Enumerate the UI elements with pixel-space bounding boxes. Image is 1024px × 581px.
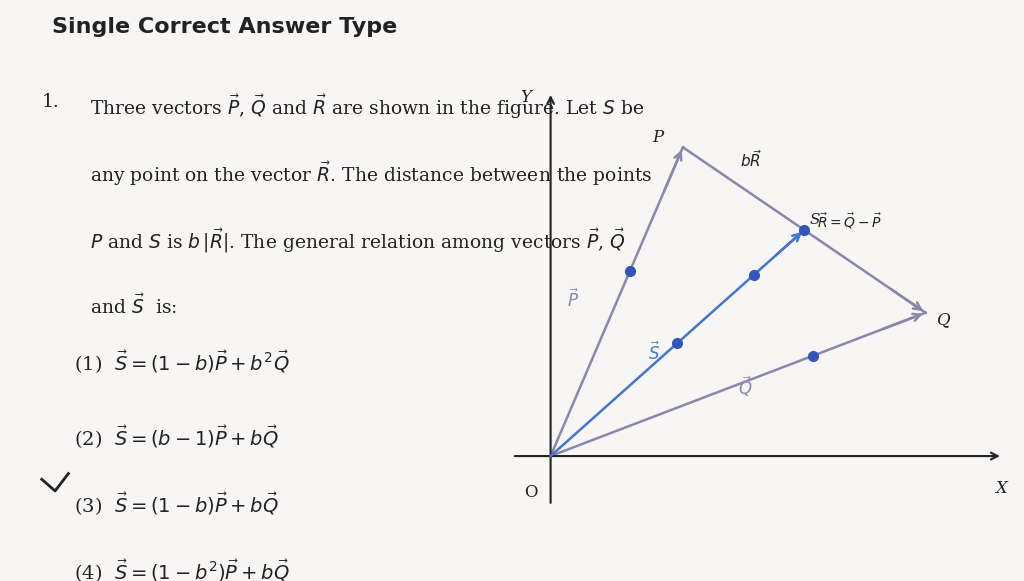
Text: (1)  $\vec{S} = (1-b)\vec{P} + b^2\vec{Q}$: (1) $\vec{S} = (1-b)\vec{P} + b^2\vec{Q}…: [74, 349, 290, 376]
Text: $b\vec{R}$: $b\vec{R}$: [740, 149, 763, 170]
Text: X: X: [994, 480, 1007, 497]
Text: $\vec{P}$: $\vec{P}$: [567, 289, 580, 311]
Text: O: O: [524, 483, 538, 501]
Text: Single Correct Answer Type: Single Correct Answer Type: [52, 17, 397, 37]
Text: Y: Y: [520, 89, 530, 106]
Text: $P$ and $S$ is $b\,|\vec{R}|$. The general relation among vectors $\vec{P}$, $\v: $P$ and $S$ is $b\,|\vec{R}|$. The gener…: [90, 227, 626, 254]
Text: S: S: [810, 213, 820, 228]
Text: $\vec{Q}$: $\vec{Q}$: [738, 375, 753, 399]
Text: any point on the vector $\vec{R}$. The distance between the points: any point on the vector $\vec{R}$. The d…: [90, 160, 652, 188]
Text: (3)  $\vec{S} = (1-b)\vec{P} + b\vec{Q}$: (3) $\vec{S} = (1-b)\vec{P} + b\vec{Q}$: [74, 491, 279, 518]
Text: P: P: [652, 129, 664, 146]
Text: (2)  $\vec{S} = (b-1)\vec{P} + b\vec{Q}$: (2) $\vec{S} = (b-1)\vec{P} + b\vec{Q}$: [74, 424, 279, 451]
Text: (4)  $\vec{S} = (1-b^2)\vec{P} + b\vec{Q}$: (4) $\vec{S} = (1-b^2)\vec{P} + b\vec{Q}…: [74, 558, 290, 581]
Text: and $\vec{S}$  is:: and $\vec{S}$ is:: [90, 293, 177, 318]
Text: Q: Q: [937, 311, 950, 328]
Text: 1.: 1.: [42, 93, 59, 111]
Text: $\vec{S}$: $\vec{S}$: [648, 342, 660, 364]
Text: $\vec{R}=\vec{Q}-\vec{P}$: $\vec{R}=\vec{Q}-\vec{P}$: [817, 211, 883, 231]
Text: Three vectors $\vec{P}$, $\vec{Q}$ and $\vec{R}$ are shown in the figure. Let $S: Three vectors $\vec{P}$, $\vec{Q}$ and $…: [90, 93, 644, 121]
